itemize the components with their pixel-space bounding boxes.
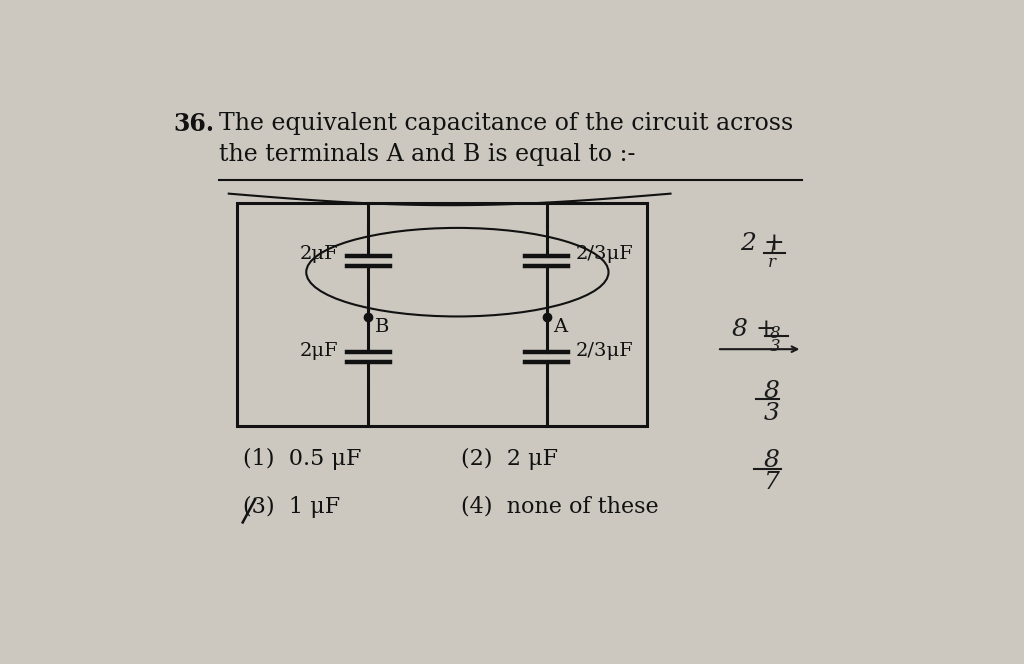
Text: 7: 7 xyxy=(764,471,779,494)
Bar xyxy=(237,203,647,426)
Text: A: A xyxy=(553,318,567,337)
Text: The equivalent capacitance of the circuit across: The equivalent capacitance of the circui… xyxy=(219,112,794,135)
Text: 1: 1 xyxy=(768,240,779,257)
Text: 2/3μF: 2/3μF xyxy=(575,342,634,360)
Text: 8: 8 xyxy=(764,380,779,403)
Text: 3: 3 xyxy=(770,337,780,355)
Text: 36.: 36. xyxy=(173,112,214,136)
Text: (3)  1 μF: (3) 1 μF xyxy=(243,495,340,517)
Text: 8 +: 8 + xyxy=(732,318,777,341)
Text: 2/3μF: 2/3μF xyxy=(575,246,634,264)
Text: 2 +: 2 + xyxy=(740,232,785,255)
Text: the terminals A and B is equal to :-: the terminals A and B is equal to :- xyxy=(219,143,636,166)
Text: (1)  0.5 μF: (1) 0.5 μF xyxy=(243,448,361,470)
Text: (4)  none of these: (4) none of these xyxy=(461,495,658,517)
Text: 2μF: 2μF xyxy=(300,342,339,360)
Text: 8: 8 xyxy=(770,325,780,341)
Text: (2)  2 μF: (2) 2 μF xyxy=(461,448,558,470)
Text: 3: 3 xyxy=(764,402,779,424)
Text: 8: 8 xyxy=(764,450,779,472)
Text: 2μF: 2μF xyxy=(300,246,339,264)
Text: r: r xyxy=(768,254,776,271)
Text: B: B xyxy=(375,318,389,337)
